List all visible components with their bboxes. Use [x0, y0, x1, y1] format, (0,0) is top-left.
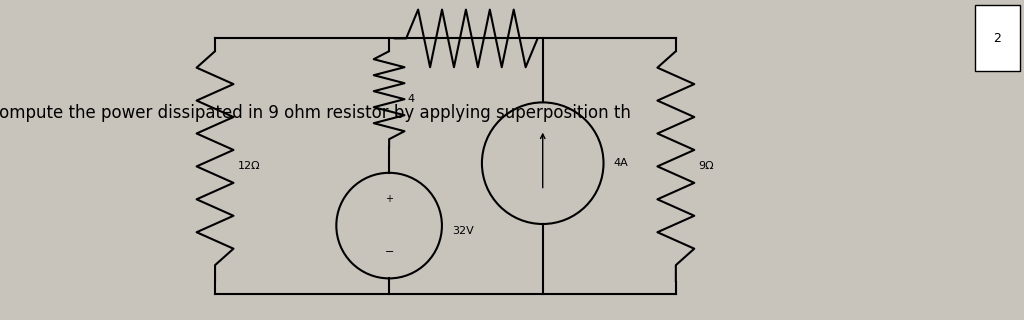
Text: 9Ω: 9Ω [698, 161, 714, 172]
Text: 32V: 32V [453, 226, 474, 236]
Text: 2: 2 [993, 32, 1001, 45]
Text: 4A: 4A [613, 158, 629, 168]
FancyBboxPatch shape [975, 5, 1020, 71]
Text: compute the power dissipated in 9 ohm resistor by applying superposition th: compute the power dissipated in 9 ohm re… [0, 104, 631, 122]
Text: +: + [385, 194, 393, 204]
Text: −: − [384, 247, 394, 257]
Text: 12Ω: 12Ω [238, 161, 260, 172]
Text: 4: 4 [408, 94, 415, 104]
